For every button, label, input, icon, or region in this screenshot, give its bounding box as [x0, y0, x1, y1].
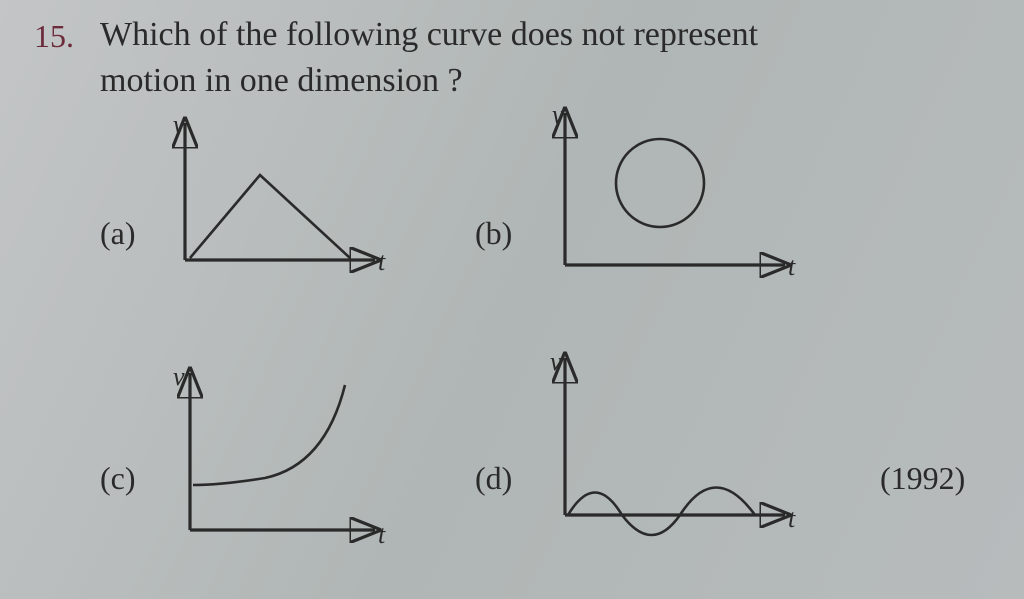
question-text: Which of the following curve does not re… — [100, 12, 990, 104]
x-axis-label: t — [378, 247, 386, 276]
question-year: (1992) — [880, 460, 965, 497]
option-b-label: (b) — [475, 215, 512, 252]
question-text-line2: motion in one dimension ? — [100, 62, 463, 99]
y-axis-label: v — [550, 350, 562, 376]
question-number: 15. — [34, 18, 74, 55]
curve-sine — [568, 488, 755, 536]
x-axis-label: t — [378, 520, 386, 549]
curve-triangle — [190, 175, 350, 258]
x-axis-label: t — [788, 504, 796, 533]
y-axis-label: v — [173, 365, 185, 391]
curve-exponential — [193, 385, 345, 485]
y-axis-label: v — [552, 105, 564, 129]
page: 15. Which of the following curve does no… — [0, 0, 1024, 599]
option-c-label: (c) — [100, 460, 136, 497]
option-a-label: (a) — [100, 215, 136, 252]
curve-circle — [616, 139, 704, 227]
graph-a: v t — [165, 115, 395, 305]
graph-c: v t — [165, 365, 395, 565]
graph-b: v t — [540, 105, 800, 305]
graph-d: v t — [540, 350, 800, 565]
question-text-line1: Which of the following curve does not re… — [100, 16, 758, 53]
option-d-label: (d) — [475, 460, 512, 497]
x-axis-label: t — [788, 252, 796, 281]
y-axis-label: v — [173, 115, 185, 139]
